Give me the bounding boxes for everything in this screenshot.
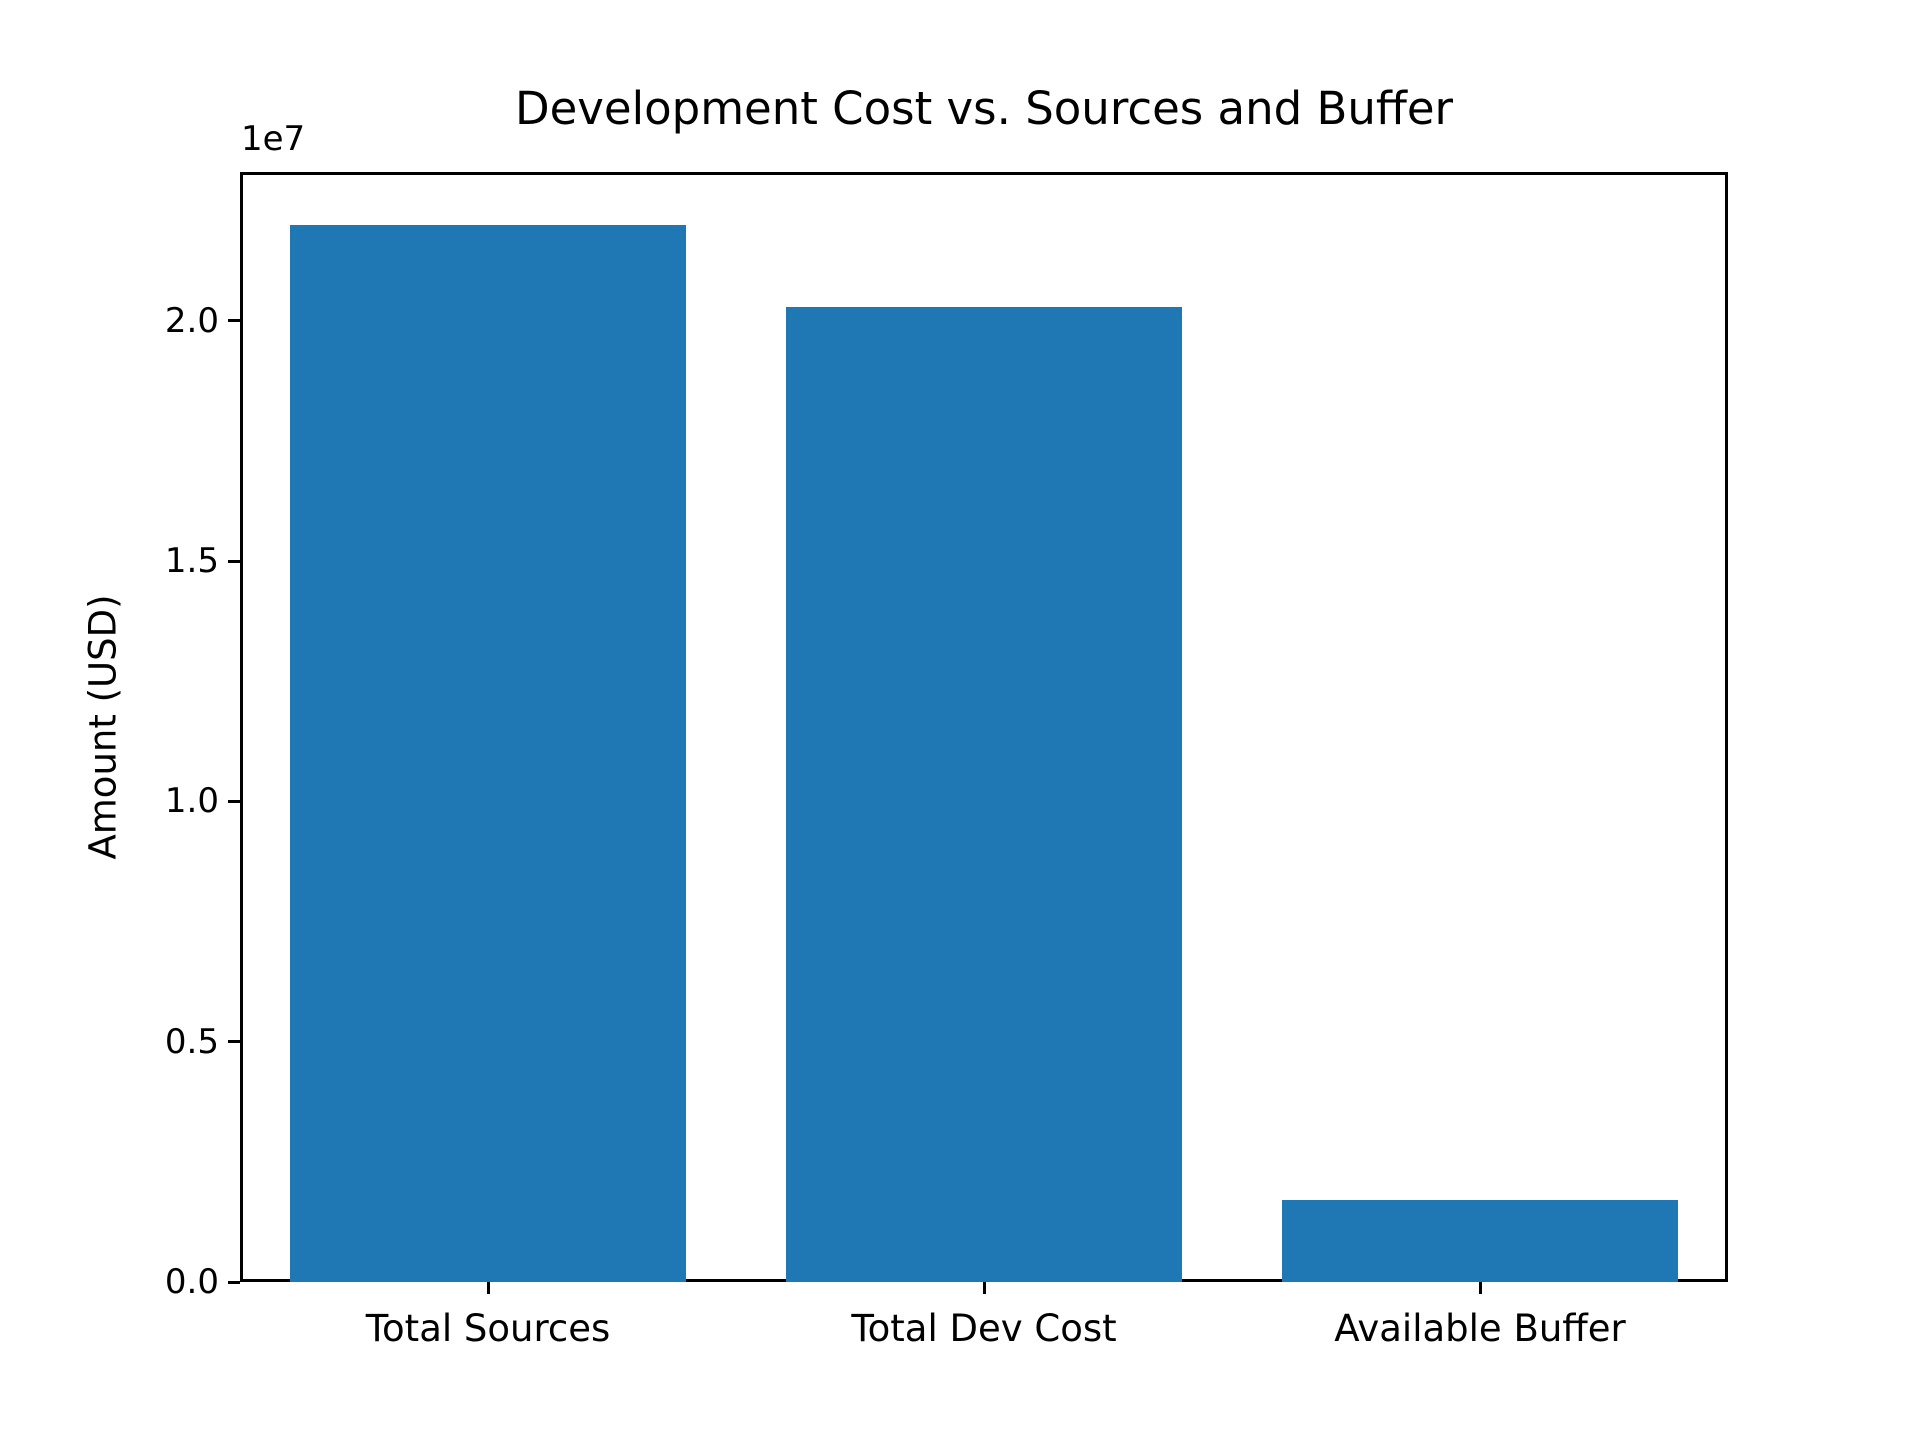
y-tick-label: 0.5 bbox=[164, 1021, 219, 1062]
y-tick-mark bbox=[228, 559, 240, 563]
y-tick-mark bbox=[228, 799, 240, 803]
bar-available-buffer bbox=[1281, 1200, 1679, 1282]
y-tick-label: 2.0 bbox=[164, 300, 219, 341]
y-tick-label: 1.5 bbox=[164, 541, 219, 582]
x-tick-mark bbox=[486, 1282, 490, 1294]
x-tick-mark bbox=[1478, 1282, 1482, 1294]
bar-total-dev-cost bbox=[785, 306, 1183, 1282]
y-axis-label: Amount (USD) bbox=[81, 594, 125, 860]
x-tick-label-total-dev-cost: Total Dev Cost bbox=[851, 1307, 1117, 1350]
y-tick-label: 1.0 bbox=[164, 781, 219, 822]
x-tick-mark bbox=[982, 1282, 986, 1294]
chart-title: Development Cost vs. Sources and Buffer bbox=[514, 82, 1454, 135]
x-tick-label-total-sources: Total Sources bbox=[365, 1307, 611, 1350]
bar-total-sources bbox=[289, 224, 687, 1282]
y-tick-mark bbox=[228, 1040, 240, 1044]
x-tick-label-available-buffer: Available Buffer bbox=[1334, 1307, 1626, 1350]
y-axis-offset-label: 1e7 bbox=[241, 119, 306, 159]
y-tick-label: 0.0 bbox=[164, 1262, 219, 1302]
y-tick-mark bbox=[228, 319, 240, 323]
y-tick-mark bbox=[228, 1280, 240, 1284]
